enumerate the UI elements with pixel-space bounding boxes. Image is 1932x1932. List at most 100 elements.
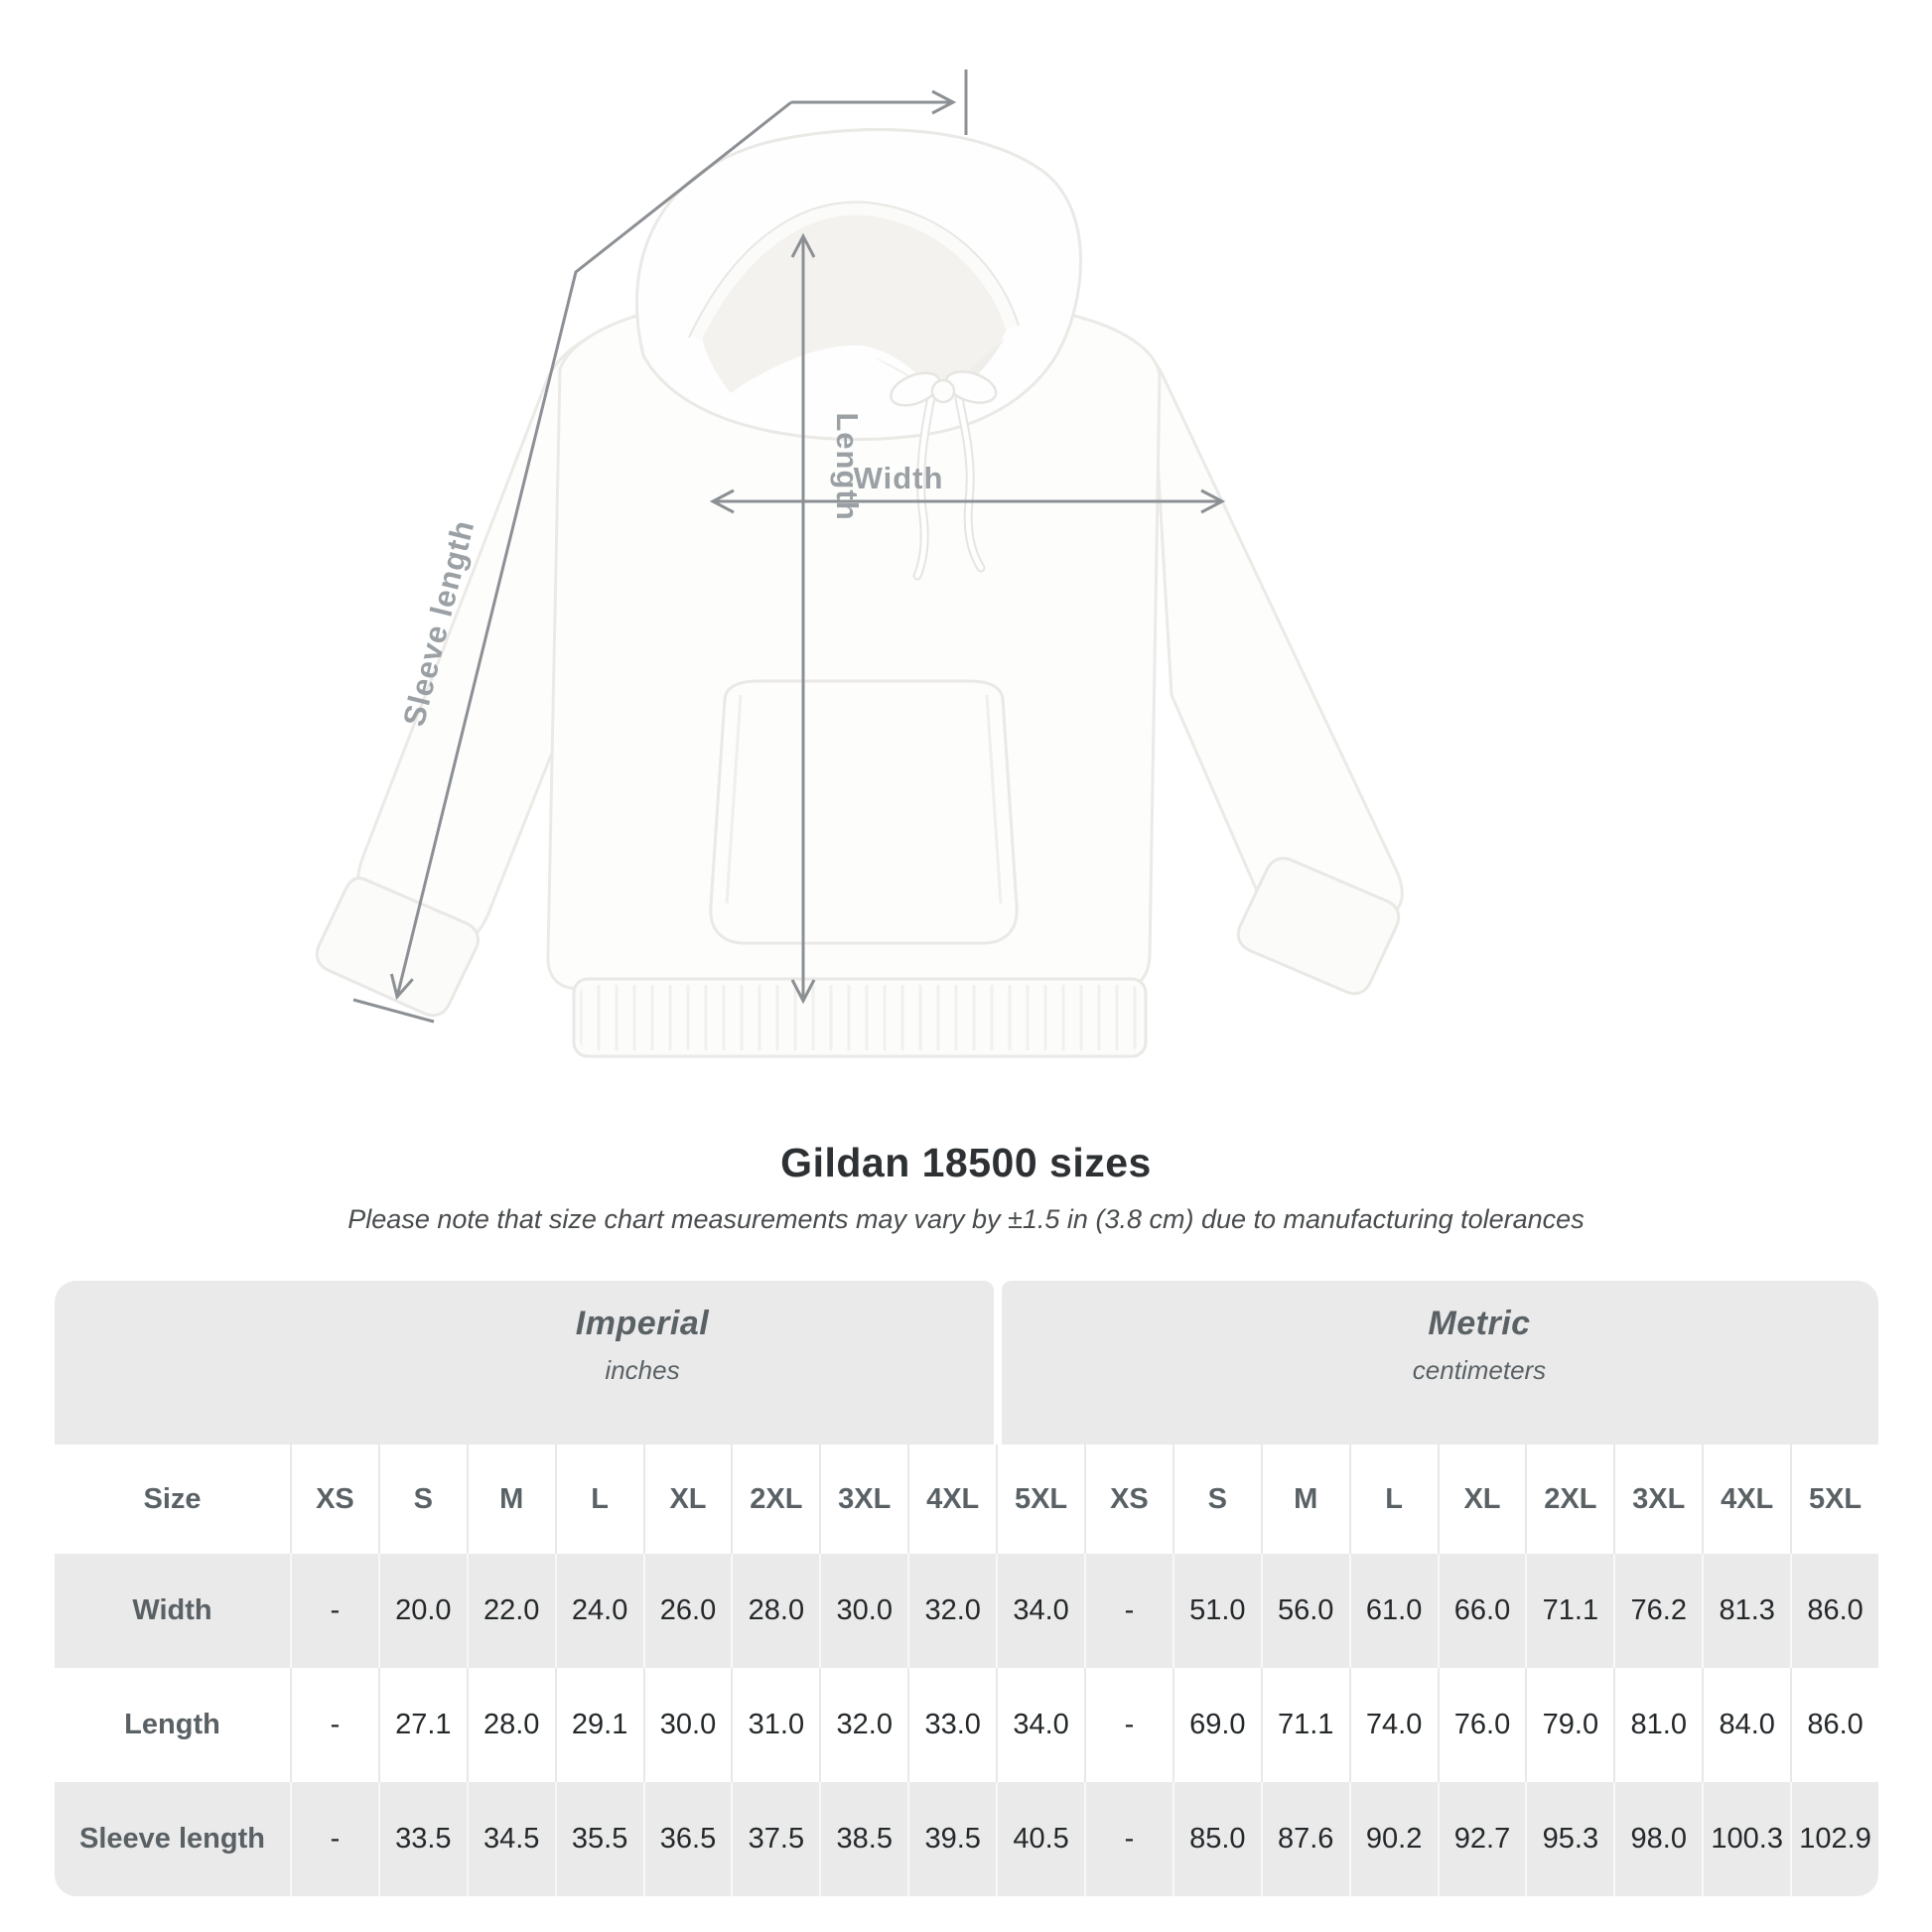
table-cell-imperial: 33.5 <box>377 1782 467 1896</box>
table-cell-imperial: 39.5 <box>907 1782 996 1896</box>
sleeve-length-diagonal-line <box>389 100 792 1001</box>
table-cell-metric: 76.2 <box>1613 1554 1702 1668</box>
table-row-length: Length -27.1 28.0 29.1 30.0 31.0 32.0 33.0 34.0-… <box>55 1668 1878 1782</box>
column-header-metric-xl: XL <box>1437 1445 1526 1554</box>
hood-inner-shadow <box>701 213 1007 399</box>
table-cell-imperial: 34.5 <box>466 1782 555 1896</box>
table-cell-metric: 95.3 <box>1525 1782 1613 1896</box>
table-cell-imperial: 36.5 <box>642 1782 732 1896</box>
bow-loop-left <box>890 371 941 407</box>
table-cell-metric: 76.0 <box>1437 1668 1526 1782</box>
table-cell-imperial: 26.0 <box>642 1554 732 1668</box>
hoodie-pocket <box>709 679 1019 945</box>
hood-rim-seam <box>688 201 1020 339</box>
table-cell-metric: 69.0 <box>1172 1668 1261 1782</box>
imperial-band: Imperial inches <box>55 1281 994 1445</box>
column-header-imperial-5xl: 5XL <box>996 1445 1084 1554</box>
table-cell-metric: 86.0 <box>1790 1554 1878 1668</box>
column-header-imperial-s: S <box>377 1445 467 1554</box>
width-label: Width <box>854 461 944 495</box>
table-cell-imperial: 20.0 <box>377 1554 467 1668</box>
table-cell-imperial: 28.0 <box>731 1554 819 1668</box>
table-cell-imperial: 34.0 <box>996 1554 1084 1668</box>
column-header-metric-4xl: 4XL <box>1702 1445 1790 1554</box>
unit-bands: Imperial inches Metric centimeters <box>55 1281 1878 1445</box>
table-cell-imperial: - <box>290 1554 378 1668</box>
column-header-metric-3xl: 3XL <box>1613 1445 1702 1554</box>
pocket-right-seam <box>985 694 1003 904</box>
table-cell-metric: - <box>1083 1668 1173 1782</box>
table-row-sleeve-length: Sleeve length -33.5 34.5 35.5 36.5 37.5 38.5 39… <box>55 1782 1878 1896</box>
column-header-metric-5xl: 5XL <box>1790 1445 1878 1554</box>
sleeve-length-terminator-slash <box>352 998 435 1024</box>
table-cell-metric: 61.0 <box>1348 1554 1438 1668</box>
table-cell-metric: - <box>1083 1554 1173 1668</box>
table-cell-metric: 87.6 <box>1260 1782 1349 1896</box>
column-header-metric-m: M <box>1260 1445 1349 1554</box>
hoodie-right-cuff <box>1236 856 1401 996</box>
table-cell-metric: 66.0 <box>1437 1554 1526 1668</box>
hoodie-illustration <box>315 128 1404 1058</box>
table-cell-metric: 71.1 <box>1525 1554 1613 1668</box>
metric-band: Metric centimeters <box>1002 1281 1878 1445</box>
size-table: Imperial inches Metric centimeters Size X… <box>55 1281 1878 1896</box>
column-header-imperial-2xl: 2XL <box>731 1445 819 1554</box>
table-cell-imperial: 28.0 <box>466 1668 555 1782</box>
table-cell-metric: 81.3 <box>1702 1554 1790 1668</box>
row-label: Sleeve length <box>79 1823 265 1855</box>
table-cell-imperial: 38.5 <box>819 1782 907 1896</box>
table-cell-metric: 84.0 <box>1702 1668 1790 1782</box>
table-cell-imperial: 29.1 <box>554 1668 643 1782</box>
table-row-width: Width -20.0 22.0 24.0 26.0 28.0 30.0 32.0 34.0-5… <box>55 1554 1878 1668</box>
column-header-imperial-3xl: 3XL <box>819 1445 907 1554</box>
imperial-unit: inches <box>605 1355 680 1385</box>
table-cell-imperial: 22.0 <box>466 1554 555 1668</box>
table-cell-imperial: 31.0 <box>731 1668 819 1782</box>
table-cell-imperial: 40.5 <box>996 1782 1084 1896</box>
column-header-metric-l: L <box>1348 1445 1438 1554</box>
row-label: Length <box>124 1709 220 1740</box>
table-cell-imperial: - <box>290 1782 378 1896</box>
column-header-metric-xs: XS <box>1083 1445 1173 1554</box>
page-title: Gildan 18500 sizes <box>780 1140 1152 1185</box>
column-header-imperial-xl: XL <box>642 1445 732 1554</box>
metric-title: Metric <box>1428 1305 1531 1342</box>
column-header-imperial-xs: XS <box>290 1445 378 1554</box>
table-cell-metric: 102.9 <box>1790 1782 1878 1896</box>
table-cell-imperial: 35.5 <box>554 1782 643 1896</box>
table-cell-metric: 56.0 <box>1260 1554 1349 1668</box>
imperial-title: Imperial <box>575 1305 710 1342</box>
table-cell-metric: 90.2 <box>1348 1782 1438 1896</box>
table-cell-imperial: 33.0 <box>907 1668 996 1782</box>
table-cell-imperial: 30.0 <box>642 1668 732 1782</box>
table-cell-imperial: 37.5 <box>731 1782 819 1896</box>
table-cell-imperial: - <box>290 1668 378 1782</box>
neck-shadow <box>874 338 1005 401</box>
table-cell-imperial: 30.0 <box>819 1554 907 1668</box>
size-grid: Size XS S M L XL 2XL 3XL 4XL 5XL XS S M L XL 2XL 3XL 4XL 5… <box>55 1445 1878 1896</box>
table-cell-metric: 81.0 <box>1613 1668 1702 1782</box>
column-header-metric-2xl: 2XL <box>1525 1445 1613 1554</box>
table-cell-metric: - <box>1083 1782 1173 1896</box>
table-cell-imperial: 27.1 <box>377 1668 467 1782</box>
table-cell-imperial: 32.0 <box>907 1554 996 1668</box>
size-header-row: Size XS S M L XL 2XL 3XL 4XL 5XL XS S M L XL 2XL 3XL 4XL 5… <box>55 1445 1878 1554</box>
table-cell-metric: 85.0 <box>1172 1782 1261 1896</box>
table-cell-metric: 51.0 <box>1172 1554 1261 1668</box>
size-header: Size <box>143 1482 202 1515</box>
table-cell-metric: 86.0 <box>1790 1668 1878 1782</box>
column-header-imperial-m: M <box>466 1445 555 1554</box>
pocket-left-seam <box>725 694 743 904</box>
hoodie-left-cuff <box>315 876 481 1018</box>
table-cell-metric: 71.1 <box>1260 1668 1349 1782</box>
table-cell-metric: 100.3 <box>1702 1782 1790 1896</box>
hoodie-measurement-diagram: Sleeve length Length Width <box>315 69 1404 1058</box>
bow-loop-right <box>944 370 998 404</box>
bow-knot <box>930 378 956 404</box>
row-label: Width <box>132 1594 212 1626</box>
table-cell-imperial: 24.0 <box>554 1554 643 1668</box>
table-cell-imperial: 34.0 <box>996 1668 1084 1782</box>
hoodie-diagram-svg: Sleeve length Length Width <box>315 69 1404 1058</box>
table-cell-metric: 74.0 <box>1348 1668 1438 1782</box>
